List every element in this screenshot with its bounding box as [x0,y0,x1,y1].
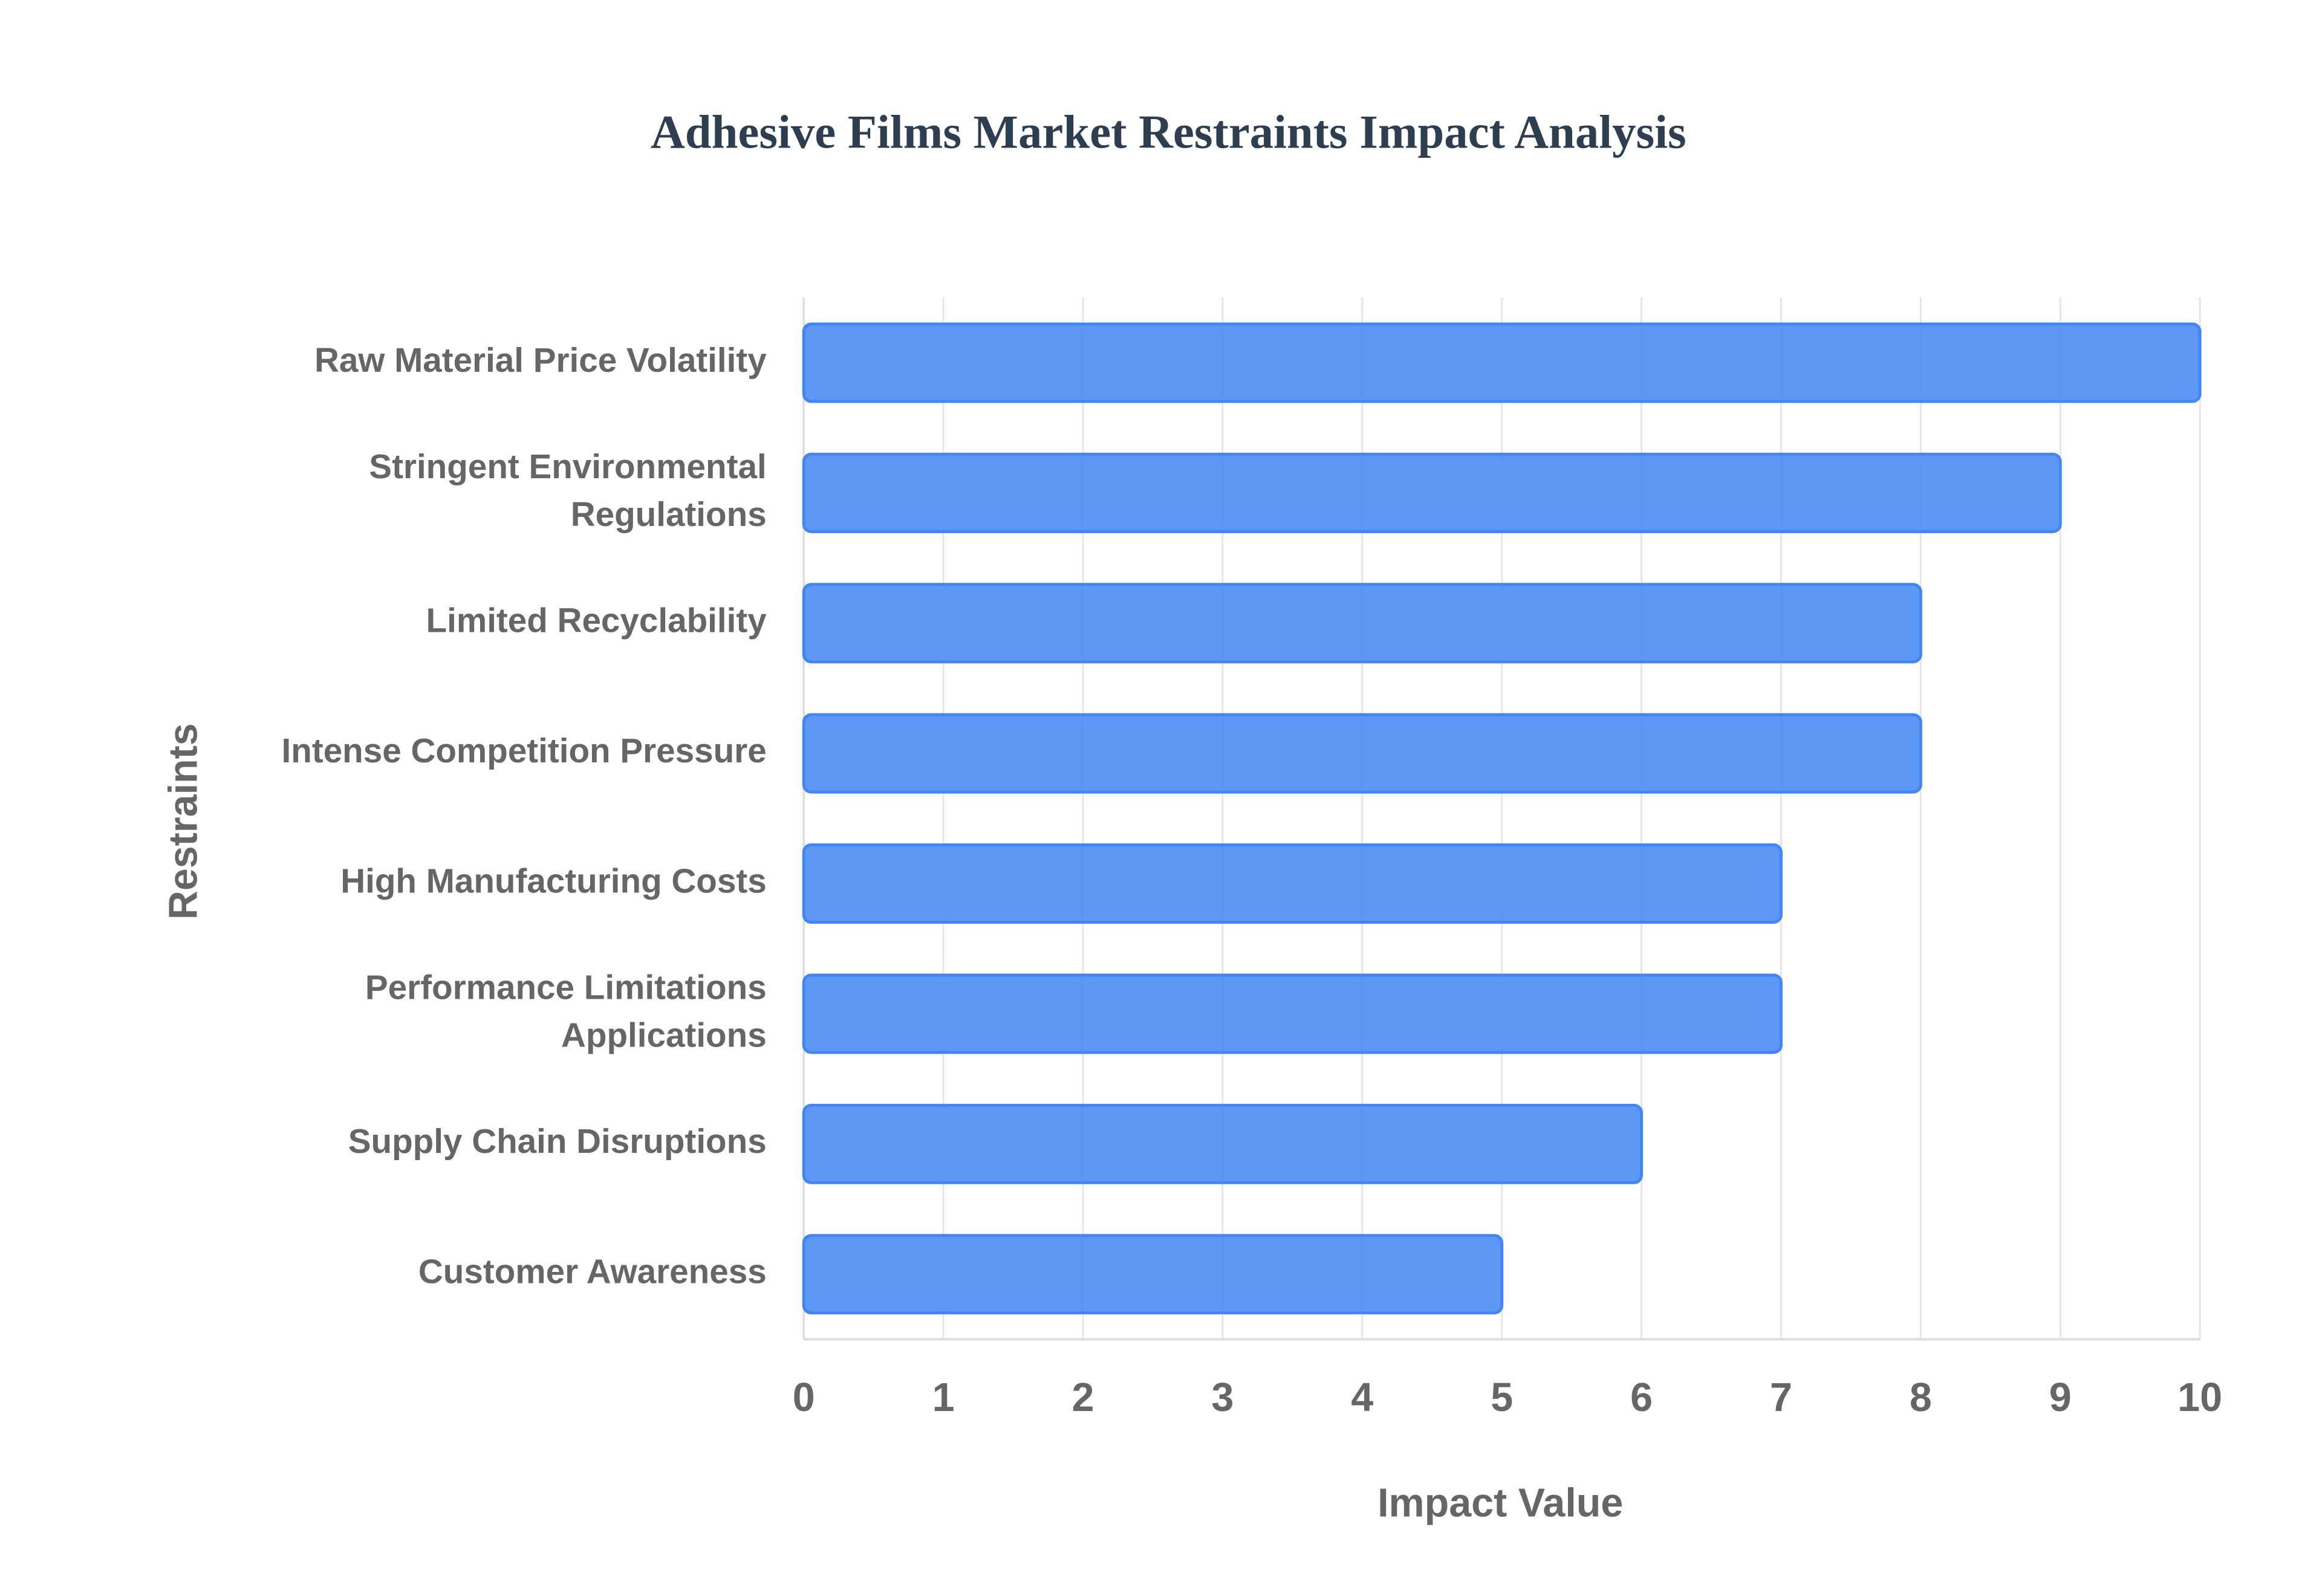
bar [802,583,1922,664]
x-tick-label: 2 [1072,1375,1094,1420]
y-tick-label: Raw Material Price Volatility [314,341,767,379]
x-tick-label: 8 [1910,1375,1932,1420]
x-tick-label: 7 [1770,1375,1792,1420]
bar [802,452,2062,533]
bar [802,322,2202,403]
bar [802,1234,1504,1315]
x-tick-label: 1 [932,1375,955,1420]
x-tick-label: 10 [2177,1375,2222,1420]
y-tick-label: Intense Competition Pressure [282,731,767,770]
y-tick-label: Supply Chain Disruptions [348,1122,767,1160]
y-tick-label: High Manufacturing Costs [340,861,766,900]
x-tick-label: 6 [1630,1375,1653,1420]
bar [802,973,1783,1054]
x-tick-label: 5 [1491,1375,1513,1420]
x-tick-label: 3 [1211,1375,1234,1420]
bar [802,713,1922,794]
x-tick-label: 4 [1351,1375,1373,1420]
y-tick-label: Stringent Environmental Regulations [369,447,766,533]
bar [802,843,1783,924]
bar [802,1103,1644,1184]
y-axis-label: Restraints [161,723,206,920]
x-tick-label: 9 [2049,1375,2072,1420]
y-tick-label: Performance Limitations Applications [365,968,767,1054]
chart-title: Adhesive Films Market Restraints Impact … [651,106,1686,159]
y-tick-label: Limited Recyclability [426,602,767,640]
x-tick-label: 0 [793,1375,815,1420]
x-axis-label: Impact Value [1377,1481,1623,1526]
y-tick-label: Customer Awareness [418,1253,767,1291]
